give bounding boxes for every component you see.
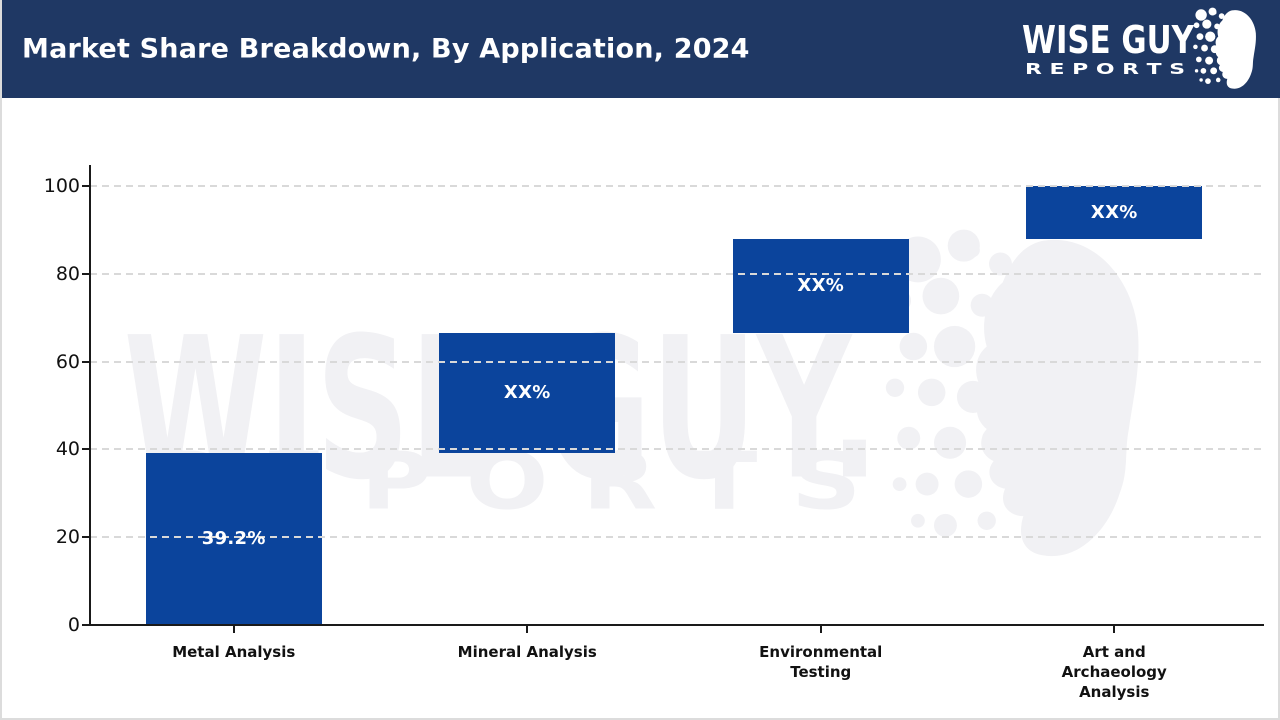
bar-value-label-environmental-testing: XX%: [797, 275, 845, 297]
gridline-40: [90, 448, 1264, 451]
y-axis-line: [89, 165, 91, 626]
x-category-label-mineral-analysis: Mineral Analysis: [457, 643, 597, 661]
y-tick-label-40: 40: [55, 438, 80, 461]
header-bar: Market Share Breakdown, By Application, …: [2, 0, 1280, 98]
gridline-60: [90, 360, 1264, 363]
bar-mineral-analysis: [439, 333, 616, 453]
logo-wordmark: WISE GUY: [1022, 18, 1194, 62]
y-tick-mark-40: [82, 448, 90, 451]
bar-metal-analysis: [145, 452, 322, 625]
x-tick-mark-metal-analysis: [232, 626, 235, 633]
y-tick-mark-60: [82, 360, 90, 363]
bar-value-label-art-and-archaeology-analysis: XX%: [1090, 201, 1138, 223]
x-tick-mark-environmental-testing: [819, 626, 822, 633]
bar-art-and-archaeology-analysis: [1026, 186, 1203, 239]
x-axis-line: [89, 624, 1264, 626]
x-category-label-metal-analysis: Metal Analysis: [172, 643, 296, 661]
y-tick-mark-0: [82, 624, 90, 626]
y-tick-mark-80: [82, 272, 90, 275]
gridline-80: [90, 272, 1264, 275]
x-category-label-environmental-testing: Environmental Testing: [759, 643, 883, 681]
logo-head-icon: [1193, 7, 1256, 89]
bar-value-label-metal-analysis: 39.2%: [201, 528, 266, 550]
y-tick-label-100: 100: [43, 175, 80, 197]
y-tick-label-60: 60: [55, 350, 80, 373]
bar-value-label-mineral-analysis: XX%: [503, 382, 551, 404]
gridline-20: [90, 536, 1264, 539]
y-tick-label-0: 0: [67, 614, 80, 636]
x-tick-mark-mineral-analysis: [526, 626, 529, 633]
chart-title: Market Share Breakdown, By Application, …: [22, 33, 750, 65]
wiseguy-logo: WISE GUY R E P O R T S: [1022, 7, 1256, 89]
gridline-100: [90, 185, 1264, 187]
y-tick-mark-100: [82, 185, 90, 187]
y-tick-label-80: 80: [55, 262, 80, 285]
bar-environmental-testing: [732, 238, 909, 334]
y-tick-label-20: 20: [55, 526, 80, 549]
x-category-label-art-and-archaeology-analysis: Art and Archaeology Analysis: [1061, 643, 1167, 701]
y-tick-mark-20: [82, 536, 90, 539]
logo-tagline: R E P O R T S: [1025, 60, 1185, 78]
x-tick-mark-art-and-archaeology-analysis: [1113, 626, 1116, 633]
